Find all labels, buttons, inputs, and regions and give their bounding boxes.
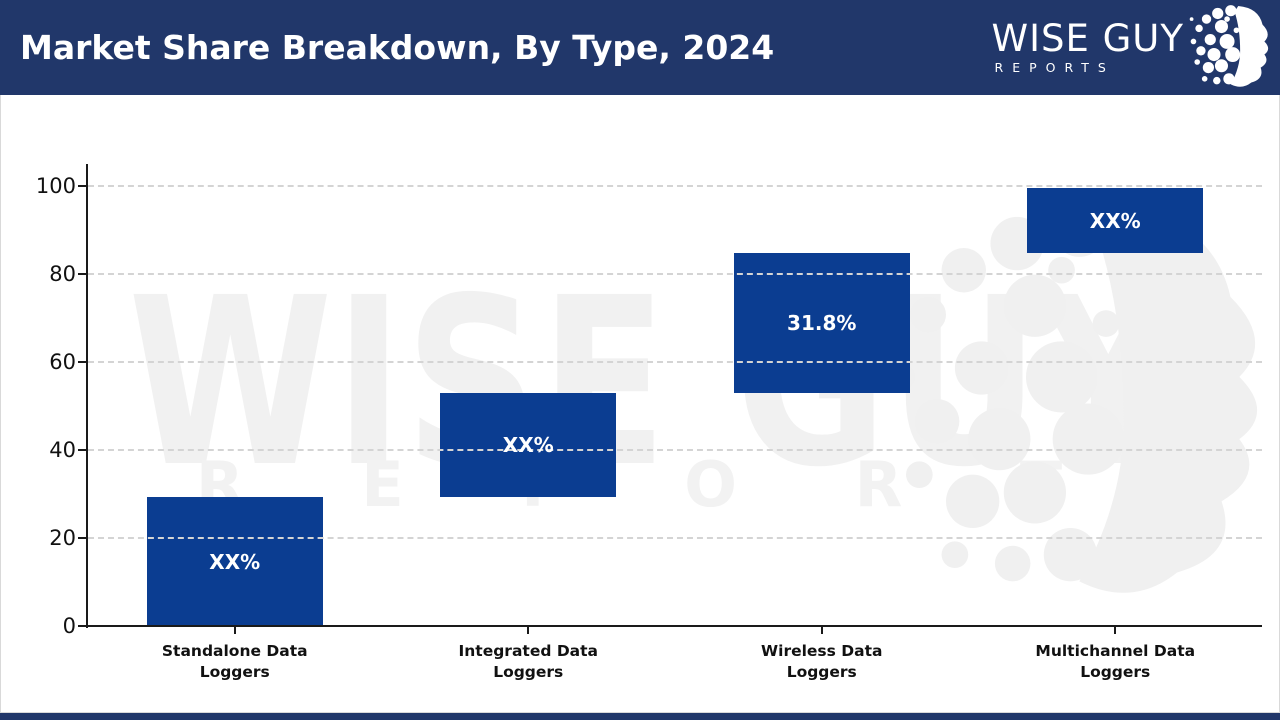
y-tick-label: 40 [49,438,76,462]
bar [146,497,323,626]
x-tick-mark [233,627,236,634]
footer-bar [0,713,1280,720]
bar-value-label: XX% [209,549,261,574]
y-tick-mark [78,185,86,187]
gridline [88,361,1262,363]
y-tick-mark [78,449,86,451]
x-axis-spine [86,625,1262,627]
x-category-label-line: Standalone Data [161,642,308,660]
y-tick-label: 20 [49,526,76,550]
x-tick-mark [820,627,823,634]
x-category-label: Integrated Data Loggers [408,641,648,683]
x-category-label-line: Loggers [199,663,270,681]
gridline [88,449,1262,451]
brand-text: WISE GUY REPORTS [992,20,1184,75]
y-axis-spine [86,164,88,628]
y-tick-label: 100 [35,174,76,198]
x-tick-mark [527,627,530,634]
gridline [88,273,1262,275]
bar [440,392,617,498]
brand-logo: WISE GUY REPORTS [992,4,1280,91]
bar [733,252,910,393]
x-category-label-line: Integrated Data [458,642,599,660]
y-tick-mark [78,361,86,363]
bar-value-label: 31.8% [787,310,857,335]
gridline [88,185,1262,187]
x-category-label-line: Multichannel Data [1035,642,1196,660]
x-category-label-line: Loggers [1080,663,1151,681]
bar-value-label: XX% [1089,208,1141,233]
gridline [88,537,1262,539]
x-category-label-line: Loggers [493,663,564,681]
x-category-label-line: Loggers [786,663,857,681]
brand-subtitle: REPORTS [994,60,1115,75]
header: Market Share Breakdown, By Type, 2024 WI… [0,0,1280,95]
y-tick-label: 80 [49,262,76,286]
x-tick-mark [1114,627,1117,634]
page-title: Market Share Breakdown, By Type, 2024 [20,28,775,67]
y-tick-mark [78,273,86,275]
y-tick-label: 60 [49,350,76,374]
page-border-bottom [0,712,1280,713]
y-tick-label: 0 [62,614,76,638]
watermark-head-icon [883,208,1258,593]
wiseguy-head-icon [1189,4,1269,87]
x-category-label: Multichannel Data Loggers [995,641,1235,683]
x-category-label: Standalone Data Loggers [115,641,355,683]
brand-name: WISE GUY [991,17,1184,60]
bar [1027,188,1204,253]
y-tick-mark [78,537,86,539]
page-border-left [0,95,1,720]
bar-value-label: XX% [502,432,554,457]
x-category-label-line: Wireless Data [761,642,883,660]
y-tick-mark [78,625,86,627]
x-category-label: Wireless Data Loggers [702,641,942,683]
